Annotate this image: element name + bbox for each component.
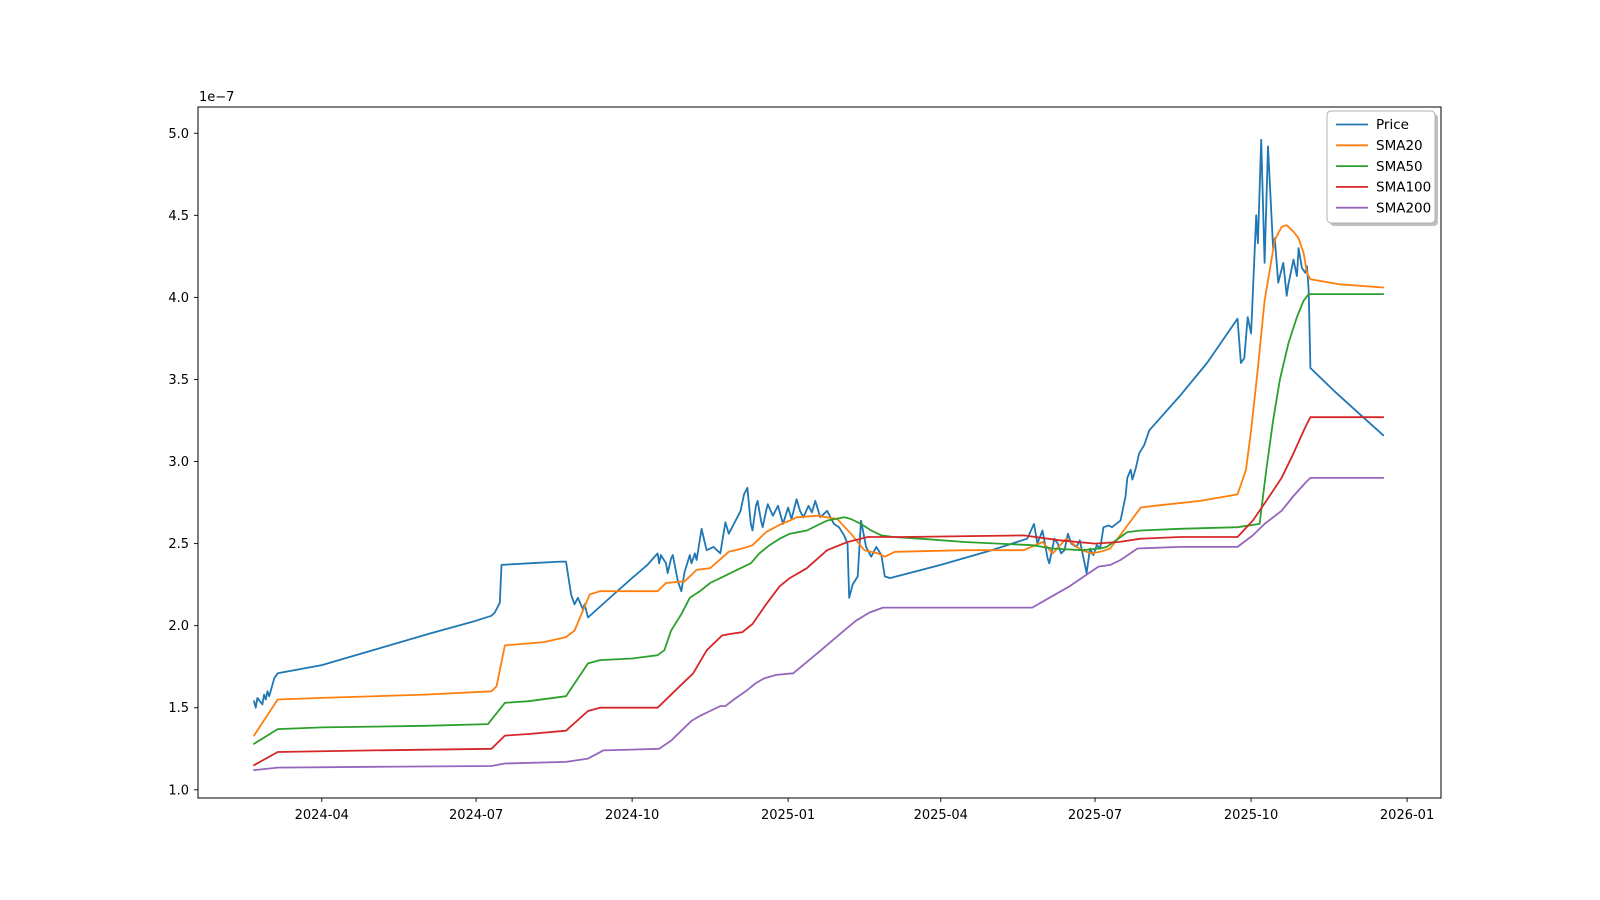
- y-tick-label: 2.0: [168, 619, 189, 634]
- x-tick-label: 2024-10: [605, 808, 659, 823]
- legend: Price SMA20 SMA50 SMA100 SMA200: [1326, 110, 1438, 226]
- x-tick-label: 2024-07: [449, 808, 503, 823]
- y-tick-label: 2.5: [168, 537, 189, 552]
- legend-frame: [1326, 110, 1436, 224]
- x-tick-label: 2024-04: [295, 808, 349, 823]
- legend-label-price: Price: [1376, 117, 1409, 133]
- y-axis: 1.0 1.5 2.0 2.5 3.0 3.5 4.0 4.5 5.0: [168, 127, 198, 798]
- x-axis: 2024-04 2024-07 2024-10 2025-01 2025-04 2025-…: [295, 798, 1434, 823]
- axes-spines: [197, 106, 1442, 799]
- x-tick-label: 2025-01: [761, 808, 815, 823]
- legend-label-sma200: SMA200: [1376, 200, 1431, 216]
- plot-area: [253, 138, 1385, 771]
- y-tick-label: 3.5: [168, 373, 189, 388]
- legend-label-sma50: SMA50: [1376, 159, 1423, 175]
- y-tick-label: 3.0: [168, 455, 189, 470]
- y-tick-label: 4.5: [168, 209, 189, 224]
- x-tick-label: 2026-01: [1380, 808, 1434, 823]
- y-tick-label: 1.5: [168, 701, 189, 716]
- series-line-sma200: [253, 476, 1385, 771]
- y-tick-label: 4.0: [168, 291, 189, 306]
- series-line-price: [253, 138, 1385, 709]
- series-line-sma20: [253, 224, 1385, 737]
- y-axis-offset-label: 1e−7: [199, 90, 234, 105]
- x-tick-label: 2025-10: [1224, 808, 1278, 823]
- series-line-sma100: [253, 416, 1385, 767]
- x-tick-label: 2025-04: [914, 808, 968, 823]
- legend-label-sma100: SMA100: [1376, 180, 1431, 196]
- y-tick-label: 1.0: [168, 783, 189, 798]
- y-tick-label: 5.0: [168, 127, 189, 142]
- legend-label-sma20: SMA20: [1376, 138, 1423, 154]
- x-tick-label: 2025-07: [1068, 808, 1122, 823]
- series-line-sma50: [253, 293, 1385, 745]
